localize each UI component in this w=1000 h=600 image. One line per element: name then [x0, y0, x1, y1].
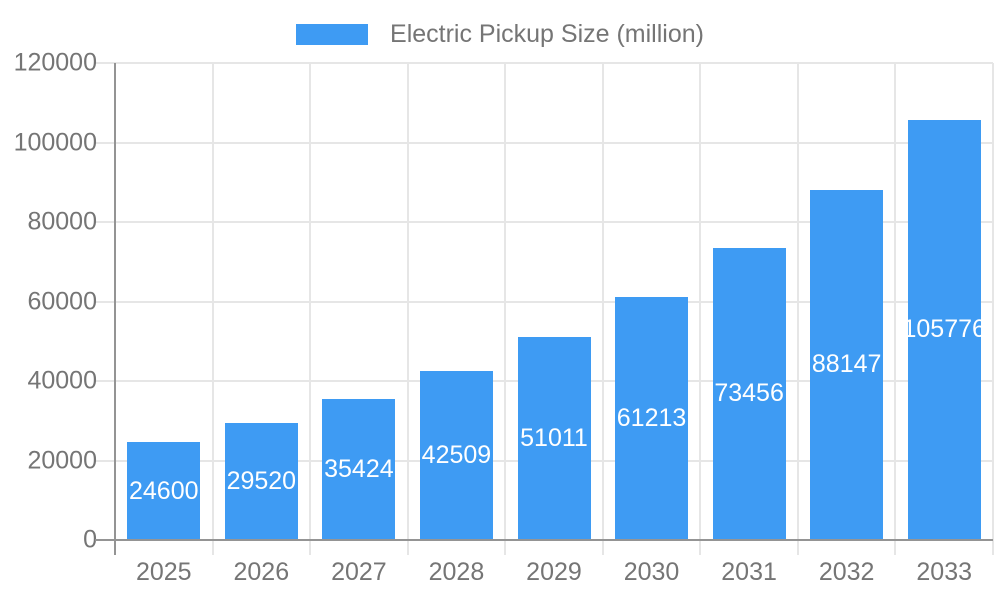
- v-gridline: [992, 63, 994, 555]
- bar-value-label: 35424: [324, 455, 394, 484]
- legend-label: Electric Pickup Size (million): [390, 20, 704, 48]
- bar-value-label: 42509: [421, 441, 492, 469]
- bar-value-label: 105776: [902, 315, 986, 344]
- bar: 105776: [903, 119, 986, 540]
- y-tick-label: 20000: [27, 446, 97, 474]
- v-gridline: [406, 63, 409, 555]
- v-gridline: [601, 63, 604, 555]
- bar: 29520: [224, 422, 298, 540]
- x-tick-label: 2033: [916, 558, 973, 586]
- y-tick-label: 40000: [27, 366, 97, 395]
- v-gridline: [504, 63, 507, 555]
- h-gridline: [95, 62, 993, 64]
- bar: 35424: [322, 399, 396, 540]
- bar: 24600: [127, 442, 201, 540]
- x-axis-line: [95, 539, 993, 541]
- x-tick-label: 2032: [818, 558, 875, 586]
- x-tick-label: 2025: [135, 558, 192, 586]
- bar-value-label: 61213: [616, 403, 687, 432]
- h-gridline: [95, 141, 993, 144]
- v-gridline: [894, 63, 897, 555]
- v-gridline: [796, 63, 799, 555]
- y-tick-label: 60000: [27, 287, 97, 315]
- v-gridline: [309, 63, 312, 555]
- x-tick-label: 2028: [428, 558, 485, 586]
- bar-value-label: 73456: [714, 379, 784, 408]
- bar: 51011: [517, 337, 591, 540]
- v-gridline: [211, 63, 214, 555]
- bar: 61213: [615, 296, 689, 540]
- x-tick-label: 2026: [233, 558, 290, 586]
- x-tick-label: 2027: [331, 558, 387, 586]
- x-tick-label: 2031: [721, 558, 777, 586]
- bar: 42509: [419, 371, 493, 540]
- y-tick-label: 0: [83, 525, 97, 554]
- y-tick-label: 80000: [27, 207, 97, 236]
- y-tick-label: 100000: [13, 128, 97, 156]
- h-gridline: [95, 221, 993, 223]
- h-gridline: [95, 300, 993, 303]
- bar-value-label: 24600: [129, 476, 199, 505]
- bar-value-label: 51011: [520, 424, 588, 453]
- legend-swatch: [296, 24, 369, 45]
- bar-value-label: 88147: [811, 350, 882, 379]
- v-gridline: [699, 63, 702, 555]
- legend[interactable]: Electric Pickup Size (million): [0, 20, 1000, 49]
- x-tick-label: 2030: [623, 558, 680, 586]
- y-axis-line: [114, 63, 116, 555]
- bar: 88147: [810, 189, 884, 540]
- bar: 73456: [712, 248, 786, 540]
- y-tick-label: 120000: [13, 48, 97, 77]
- bar-value-label: 29520: [226, 466, 297, 495]
- x-tick-label: 2029: [526, 558, 582, 586]
